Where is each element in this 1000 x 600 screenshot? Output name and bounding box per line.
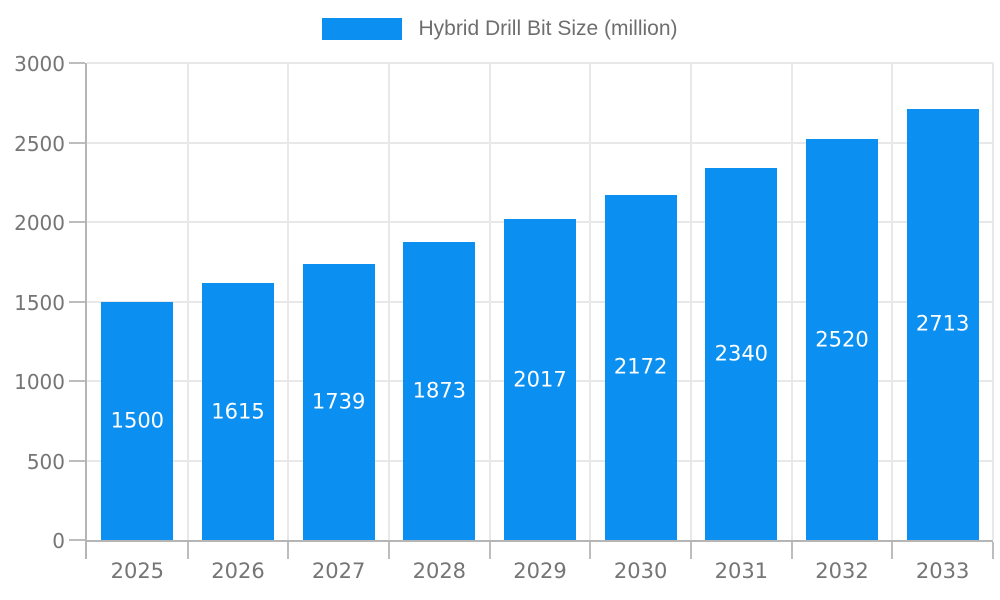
x-tick-3 [388, 542, 390, 559]
gridline-v-1 [186, 63, 189, 540]
gridline-v-8 [891, 63, 894, 540]
bar-2030[interactable] [604, 194, 677, 540]
y-axis-label-500: 500 [26, 449, 65, 474]
x-axis-label-2030: 2030 [613, 559, 668, 583]
x-axis-label-2025: 2025 [110, 559, 165, 583]
plot-area: 0 500 1000 1500 2000 2500 3000 1500 2025 1615 2026… [14, 54, 994, 582]
y-tick-2000 [69, 221, 85, 223]
x-tick-7 [790, 542, 793, 559]
y-tick-2500 [69, 141, 85, 144]
gridline-v-2 [287, 63, 290, 540]
x-axis-label-2026: 2026 [211, 559, 265, 583]
y-tick-3000 [69, 62, 85, 64]
x-tick-2 [287, 542, 290, 559]
bar-2031[interactable] [705, 167, 778, 540]
bar-value-2031: 2340 [714, 341, 769, 366]
bar-value-2030: 2172 [613, 354, 668, 379]
y-axis-label-1500: 1500 [14, 290, 65, 315]
y-tick-1000 [69, 380, 85, 382]
gridline-h-2500 [87, 141, 993, 144]
gridline-v-4 [488, 63, 491, 540]
x-tick-9 [992, 542, 994, 559]
bar-value-2032: 2520 [815, 327, 869, 352]
y-axis-line [85, 63, 87, 559]
y-tick-0 [69, 539, 85, 541]
bar-value-2027: 1739 [311, 389, 366, 414]
x-axis-label-2033: 2033 [915, 559, 970, 583]
gridline-v-5 [589, 63, 592, 540]
y-tick-1500 [69, 300, 85, 303]
gridline-h-3000 [87, 62, 993, 64]
bar-2032[interactable] [806, 139, 878, 540]
bar-value-2026: 1615 [211, 399, 265, 424]
bar-value-2033: 2713 [915, 311, 970, 336]
x-tick-8 [891, 542, 894, 559]
bar-value-2025: 1500 [110, 408, 165, 433]
y-axis-label-2500: 2500 [14, 131, 65, 156]
x-axis-label-2027: 2027 [311, 559, 366, 583]
x-axis-label-2031: 2031 [714, 559, 769, 583]
bar-2028[interactable] [403, 242, 476, 540]
y-tick-500 [69, 459, 85, 462]
gridline-v-9 [992, 63, 994, 540]
bar-value-2029: 2017 [513, 367, 567, 392]
bar-2026[interactable] [202, 283, 274, 540]
x-axis-label-2028: 2028 [412, 559, 467, 583]
x-axis-label-2032: 2032 [815, 559, 869, 583]
x-axis-line [85, 540, 993, 542]
gridline-v-3 [388, 63, 390, 540]
legend-label: Hybrid Drill Bit Size (million) [418, 17, 678, 40]
x-tick-1 [186, 542, 189, 559]
x-tick-5 [589, 542, 592, 559]
bar-2029[interactable] [504, 219, 576, 540]
bar-2027[interactable] [302, 263, 375, 540]
y-axis-label-2000: 2000 [14, 211, 65, 235]
gridline-v-6 [690, 63, 692, 540]
x-tick-6 [690, 542, 692, 559]
x-tick-4 [488, 542, 491, 559]
bar-2033[interactable] [906, 108, 979, 540]
chart-legend[interactable]: Hybrid Drill Bit Size (million) [0, 17, 1000, 41]
legend-swatch-icon [322, 18, 403, 40]
gridline-v-7 [790, 63, 793, 540]
y-axis-label-3000: 3000 [14, 52, 65, 76]
y-axis-label-1000: 1000 [14, 370, 65, 394]
x-axis-label-2029: 2029 [513, 559, 567, 583]
y-axis-label-0: 0 [52, 529, 65, 553]
bar-2025[interactable] [101, 301, 174, 540]
bar-value-2028: 1873 [412, 378, 467, 403]
